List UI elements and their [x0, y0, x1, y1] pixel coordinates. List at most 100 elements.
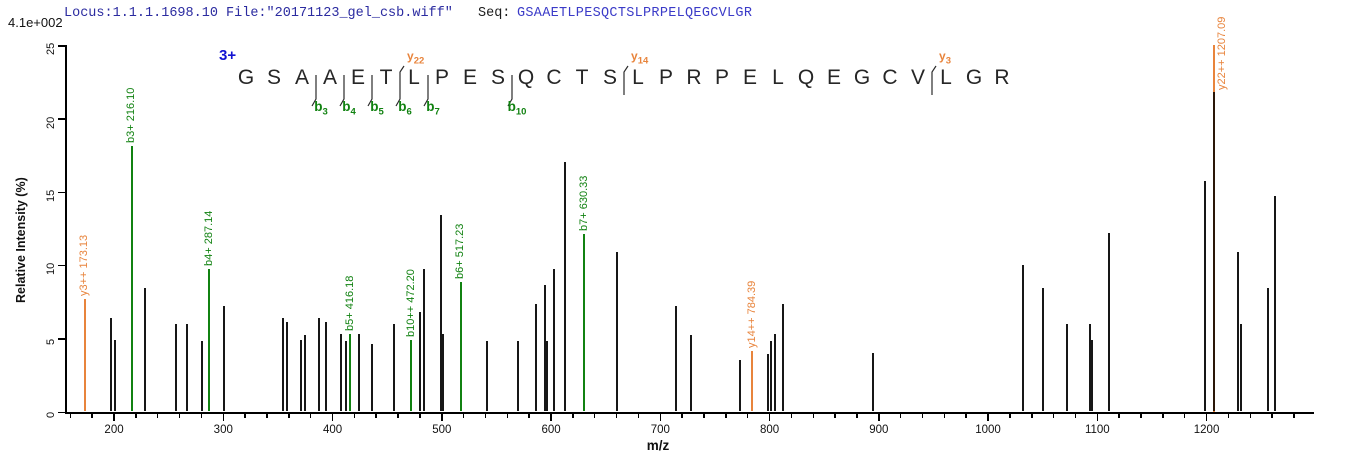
x-axis-minor-tick — [135, 413, 137, 418]
x-axis-minor-tick — [790, 413, 793, 418]
y-axis-line — [65, 45, 67, 414]
spectrum-peak — [689, 335, 692, 412]
x-axis-major-tick — [113, 413, 115, 421]
x-axis-minor-tick — [572, 413, 574, 418]
spectrum-peak — [114, 339, 117, 412]
x-axis-minor-tick — [91, 413, 93, 418]
x-axis-minor-tick — [506, 413, 509, 418]
spectrum-peak — [1203, 181, 1206, 412]
y-ion-label: y3 — [939, 49, 951, 67]
spectrum-peak — [130, 146, 133, 412]
x-tick-label: 800 — [759, 423, 780, 436]
x-axis-minor-tick — [353, 413, 356, 418]
peptide-residue: E — [462, 66, 477, 89]
x-axis-minor-tick — [899, 413, 902, 418]
peptide-residue: S — [602, 66, 617, 89]
peptide-residue: G — [237, 66, 255, 89]
spectrum-peak — [543, 285, 546, 412]
x-axis-minor-tick — [397, 413, 399, 418]
cleavage-marker — [367, 75, 373, 107]
b-ion-label: b5 — [370, 99, 384, 118]
x-axis-minor-tick — [419, 413, 421, 418]
cleavage-marker — [311, 75, 317, 107]
spectrum-peak — [442, 333, 445, 412]
peptide-residue: T — [575, 66, 589, 89]
peptide-residue: R — [686, 66, 702, 89]
b-ion-label: b7 — [426, 99, 440, 118]
peptide-residue: P — [658, 66, 673, 89]
x-tick-label: 500 — [432, 423, 452, 436]
x-axis-minor-tick — [615, 413, 618, 418]
peptide-residue: T — [379, 66, 393, 89]
x-axis-minor-tick — [1052, 413, 1055, 418]
x-axis-major-tick — [659, 413, 662, 421]
x-axis-minor-tick — [812, 413, 814, 418]
spectrum-peak — [286, 322, 289, 412]
spectrum-peak — [208, 269, 211, 412]
x-axis-major-tick — [222, 413, 225, 421]
x-axis-minor-tick — [921, 413, 924, 418]
spectrum-peak — [781, 304, 784, 412]
x-axis-minor-tick — [1031, 413, 1033, 418]
spectrum-peak — [325, 322, 328, 412]
spectrum-peak — [1237, 251, 1240, 412]
peptide-residue: L — [408, 66, 420, 89]
spectrum-peak — [1041, 288, 1044, 412]
spectrum-peak — [583, 234, 586, 412]
x-axis-minor-tick — [200, 413, 203, 418]
y-axis-tick — [58, 411, 65, 413]
cleavage-marker — [395, 65, 405, 107]
peptide-residue: C — [882, 66, 898, 89]
x-axis-minor-tick — [528, 413, 530, 418]
x-axis-minor-tick — [681, 413, 683, 418]
spectrum-peak — [201, 341, 204, 412]
spectrum-peak — [1065, 323, 1068, 412]
spectrum-peak — [738, 360, 741, 412]
x-axis-minor-tick — [178, 413, 181, 418]
peptide-residue: S — [266, 66, 281, 89]
spectrum-peak — [410, 339, 413, 412]
x-axis-major-tick — [331, 413, 334, 421]
x-axis-major-tick — [1096, 413, 1099, 421]
peptide-residue: P — [714, 66, 729, 89]
spectrum-peak — [1213, 91, 1216, 412]
spectrum-peak — [223, 305, 226, 412]
peptide-residue: L — [940, 66, 952, 89]
x-axis-minor-tick — [943, 413, 946, 418]
spectrum-peak — [318, 317, 321, 412]
spectrum-peak — [534, 304, 537, 412]
x-tick-label: 1200 — [1193, 423, 1220, 436]
x-axis-major-tick — [987, 413, 989, 421]
spectrum-peak — [767, 354, 770, 412]
spectrum-peak — [344, 341, 347, 412]
spectrum-peak — [110, 317, 113, 412]
x-axis-minor-tick — [1074, 413, 1077, 418]
spectrum-peak — [370, 344, 373, 412]
x-axis-minor-tick — [703, 413, 705, 418]
x-axis-minor-tick — [69, 413, 72, 418]
peptide-residue: S — [490, 66, 505, 89]
spectrum-peak — [751, 351, 754, 412]
x-tick-label: 600 — [541, 423, 561, 436]
precursor-charge-label: 3+ — [219, 47, 237, 64]
x-axis-minor-tick — [484, 413, 487, 418]
spectrum-peak — [185, 323, 188, 412]
spectrum-peak — [83, 298, 86, 412]
cleavage-marker — [507, 75, 513, 107]
peptide-residue: C — [546, 66, 562, 89]
spectrum-peak — [459, 282, 462, 412]
peptide-residue: G — [853, 66, 871, 89]
x-axis-minor-tick — [1140, 413, 1142, 418]
spectrum-peak — [553, 269, 556, 412]
spectrum-peak — [546, 341, 548, 412]
peptide-residue: R — [994, 66, 1010, 89]
spectrum-peak — [1021, 264, 1024, 412]
spectrum-peak — [769, 341, 772, 412]
spectrum-peak — [358, 333, 361, 412]
spectrum-peak — [485, 341, 488, 412]
x-axis-major-tick — [550, 413, 552, 421]
peptide-residue: P — [434, 66, 449, 89]
spectrum-peak — [1088, 323, 1091, 412]
spectrum-peak — [392, 323, 395, 412]
